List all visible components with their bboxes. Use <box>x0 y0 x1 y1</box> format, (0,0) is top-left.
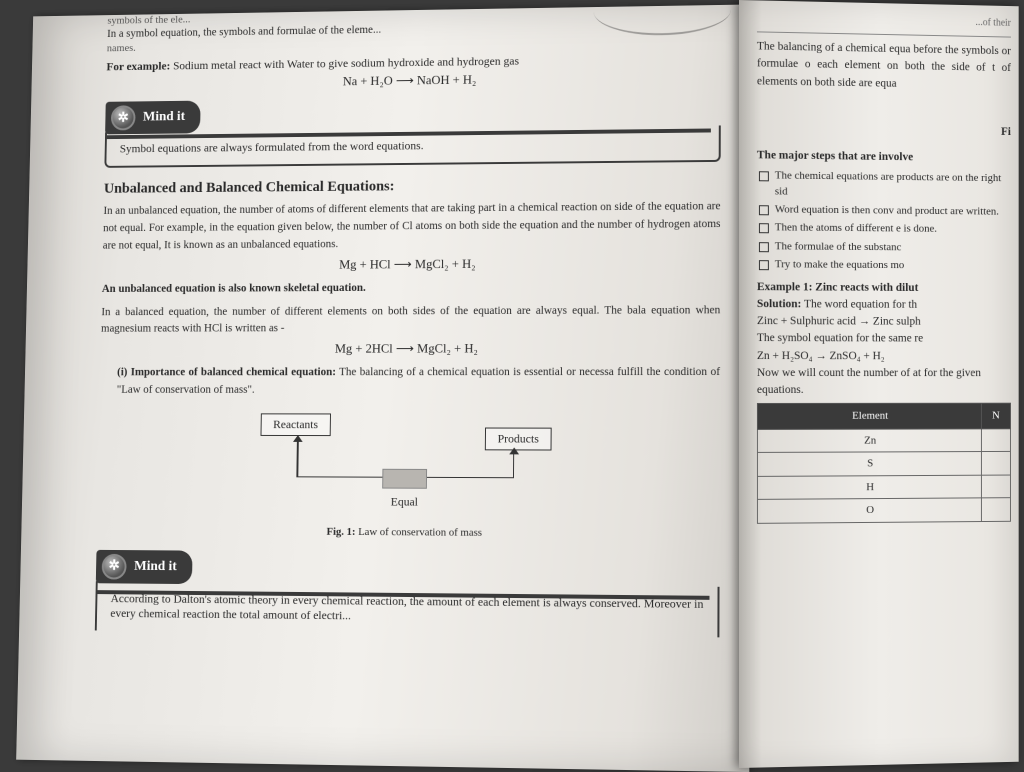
td-o: O <box>757 498 981 523</box>
mindit-badge-2: ✲ Mind it <box>96 550 193 584</box>
step-3: Then the atoms of different e is done. <box>759 221 1011 239</box>
mindit-badge-1: ✲ Mind it <box>105 101 200 135</box>
symbol-equation: Zn + H₂SO₄ → ZnSO₄ + H₂ <box>757 348 1011 366</box>
th-n: N <box>981 404 1010 429</box>
brain-icon: ✲ <box>111 106 136 131</box>
fi-cut: Fi <box>757 120 1011 141</box>
cut-top-right: ...of their <box>757 10 1011 30</box>
step-2: Word equation is then conv and product a… <box>759 202 1011 220</box>
left-page: symbols of the ele... In a symbol equati… <box>16 4 751 772</box>
para-unbalanced: In an unbalanced equation, the number of… <box>103 199 721 255</box>
equation-3: Mg + 2HCl ⟶ MgCl₂ + H₂ <box>100 340 720 357</box>
heading-unbalanced: Unbalanced and Balanced Chemical Equatio… <box>104 176 721 198</box>
conservation-diagram: Reactants Products Equal <box>221 413 591 523</box>
equal-label: Equal <box>221 493 591 510</box>
example-text: Sodium metal react with Water to give so… <box>173 54 519 72</box>
mindit-body-2: According to Dalton's atomic theory in e… <box>95 581 720 637</box>
example-label: For example: <box>106 59 170 73</box>
equation-2: Mg + HCl ⟶ MgCl₂ + H₂ <box>102 254 720 273</box>
td-zn: Zn <box>757 429 981 453</box>
steps-list: The chemical equations are products are … <box>757 168 1011 274</box>
arrow-left <box>296 441 298 476</box>
item-i-label: (i) Importance of balanced chemical equa… <box>117 366 336 378</box>
mindit-box-1: ✲ Mind it Symbol equations are always fo… <box>104 94 720 168</box>
td-h: H <box>757 475 981 500</box>
mindit-title-2: Mind it <box>134 559 177 575</box>
symbol-line: The symbol equation for the same re <box>757 330 1011 348</box>
example-1: Example 1: Zinc reacts with dilut <box>757 279 1011 298</box>
steps-heading: The major steps that are involve <box>757 147 1011 167</box>
skeletal-note: An unbalanced equation is also known ske… <box>102 278 721 298</box>
figure-caption: Fig. 1: Fig. 1: Law of conservation of m… <box>97 524 720 540</box>
th-element: Element <box>757 404 981 430</box>
word-equation: Zinc + Sulphuric acid → Zinc sulph <box>757 313 1011 331</box>
mindit-box-2: ✲ Mind it According to Dalton's atomic t… <box>95 550 720 637</box>
equal-box <box>382 469 427 489</box>
td-s: S <box>757 452 981 476</box>
brain-icon: ✲ <box>102 554 127 580</box>
mindit-title-1: Mind it <box>143 110 185 126</box>
para-balanced: In a balanced equation, the number of di… <box>101 302 720 339</box>
step-5: Try to make the equations mo <box>759 257 1011 274</box>
right-page: ...of their The balancing of a chemical … <box>739 0 1019 768</box>
element-table: Element N Zn S H O <box>757 403 1011 524</box>
importance-item: (i) Importance of balanced chemical equa… <box>117 364 721 400</box>
solution-line: Solution: The word equation for th <box>757 296 1011 314</box>
arrow-right <box>512 453 514 477</box>
step-1: The chemical equations are products are … <box>759 169 1011 202</box>
count-line: Now we will count the number of at for t… <box>757 365 1011 399</box>
step-4: The formulae of the substanc <box>759 239 1011 256</box>
right-para-1: The balancing of a chemical equa before … <box>757 38 1011 94</box>
reactants-box: Reactants <box>261 413 331 436</box>
